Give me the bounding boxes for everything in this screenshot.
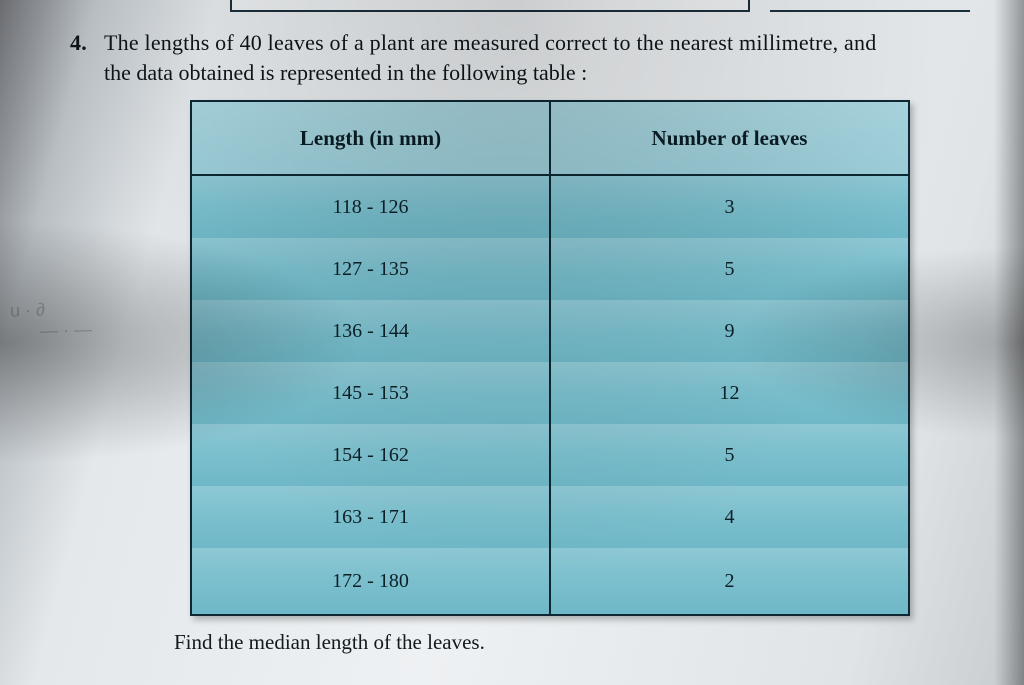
cell-count: 3 (550, 175, 909, 238)
cell-count: 4 (550, 486, 909, 548)
question-line-1: 4. The lengths of 40 leaves of a plant a… (70, 30, 984, 56)
cell-length: 163 - 171 (191, 486, 550, 548)
cell-count: 9 (550, 300, 909, 362)
margin-scribble: u · ∂ (10, 299, 46, 321)
cell-length: 118 - 126 (191, 175, 550, 238)
instruction-text: Find the median length of the leaves. (174, 630, 984, 655)
cell-count: 5 (550, 424, 909, 486)
table-header-row: Length (in mm) Number of leaves (191, 101, 909, 175)
question-block: 4. The lengths of 40 leaves of a plant a… (70, 30, 984, 655)
question-text-1: The lengths of 40 leaves of a plant are … (104, 30, 984, 56)
table-row: 163 - 171 4 (191, 486, 909, 548)
cell-count: 12 (550, 362, 909, 424)
cell-length: 172 - 180 (191, 548, 550, 615)
cell-length: 145 - 153 (191, 362, 550, 424)
table-row: 145 - 153 12 (191, 362, 909, 424)
table-row: 136 - 144 9 (191, 300, 909, 362)
question-number: 4. (70, 30, 104, 56)
table-row: 154 - 162 5 (191, 424, 909, 486)
cell-length: 127 - 135 (191, 238, 550, 300)
page-edge-shadow (994, 0, 1024, 685)
leaf-length-table: Length (in mm) Number of leaves 118 - 12… (190, 100, 910, 616)
cell-count: 2 (550, 548, 909, 615)
cell-length: 136 - 144 (191, 300, 550, 362)
question-text-2: the data obtained is represented in the … (104, 60, 984, 86)
col-header-count: Number of leaves (550, 101, 909, 175)
table-row: 118 - 126 3 (191, 175, 909, 238)
table-row: 127 - 135 5 (191, 238, 909, 300)
cell-count: 5 (550, 238, 909, 300)
data-table-container: Length (in mm) Number of leaves 118 - 12… (190, 100, 910, 616)
table-row: 172 - 180 2 (191, 548, 909, 615)
cropped-box-fragment-right (770, 0, 970, 12)
col-header-length: Length (in mm) (191, 101, 550, 175)
cell-length: 154 - 162 (191, 424, 550, 486)
cropped-box-fragment (230, 0, 750, 12)
